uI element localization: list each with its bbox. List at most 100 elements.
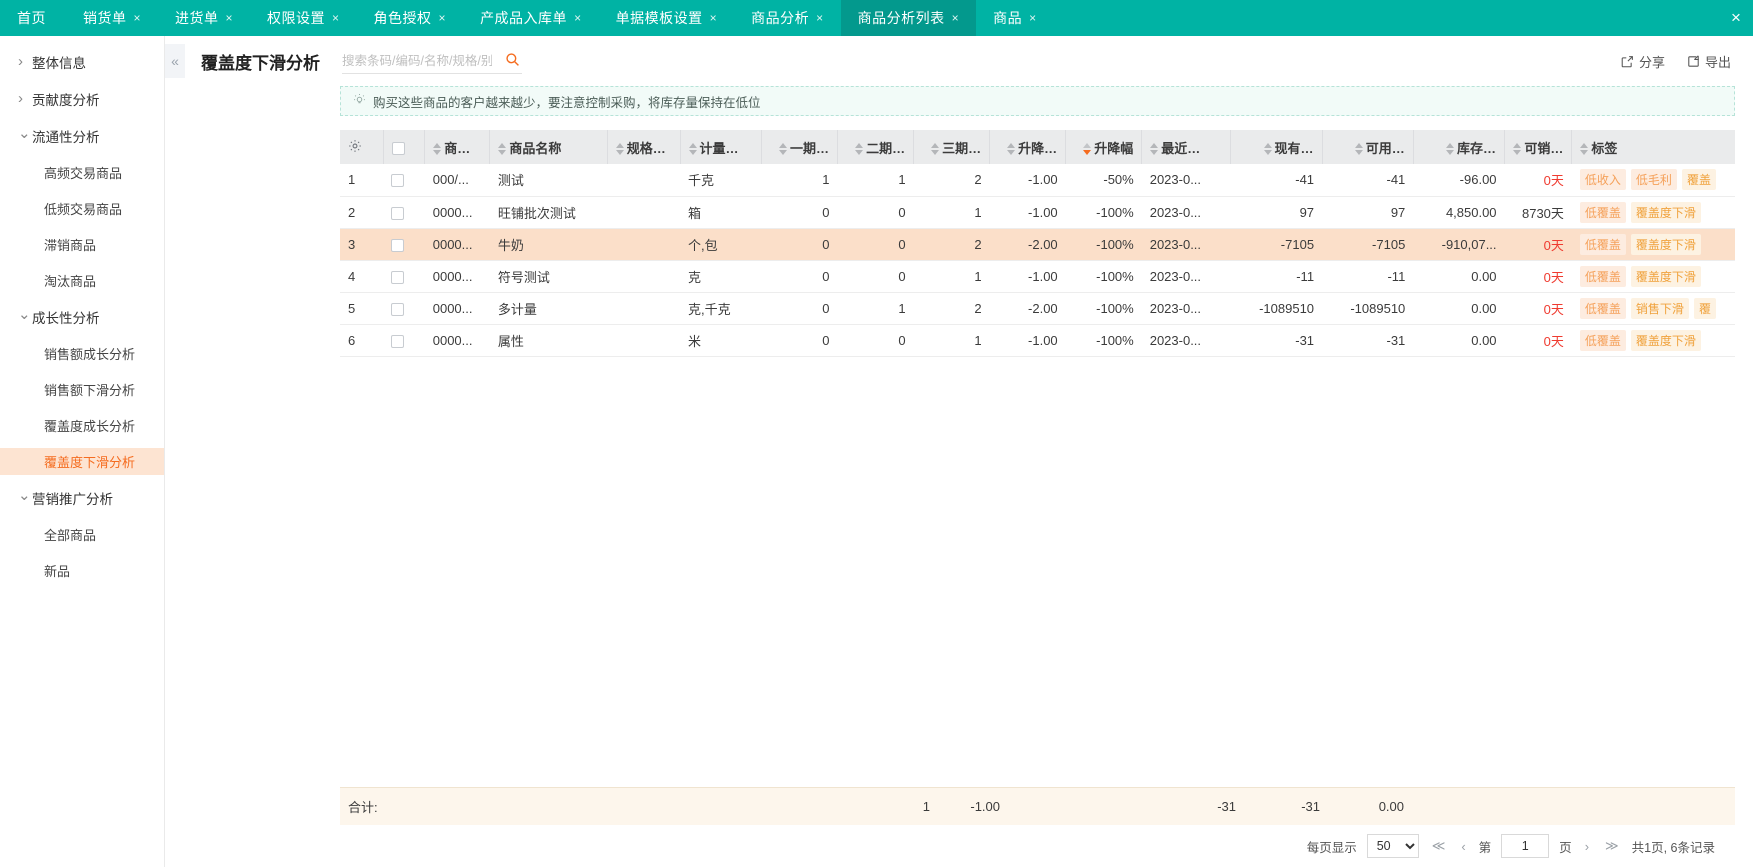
table-row[interactable]: 4 0000... 符号测试 克 0 0 1 -1.00 -100% 2023-0... -11 -1… xyxy=(340,260,1735,293)
tab-close-icon[interactable]: × xyxy=(574,11,582,25)
row-checkbox[interactable] xyxy=(391,174,405,188)
tab-close-icon[interactable]: × xyxy=(1029,11,1037,25)
sort-indicator-icon[interactable] xyxy=(1007,143,1016,156)
sidebar-item[interactable]: 销售额成长分析 xyxy=(0,340,164,367)
tab-close-icon[interactable]: × xyxy=(816,11,824,25)
tab-close-icon[interactable]: × xyxy=(951,11,960,25)
row-checkbox[interactable] xyxy=(391,206,405,220)
column-header-usable[interactable]: 可用… xyxy=(1322,130,1414,164)
sort-indicator-icon[interactable] xyxy=(688,143,697,156)
gear-icon[interactable] xyxy=(348,139,362,156)
sort-indicator-icon[interactable] xyxy=(1150,143,1159,156)
select-all-checkbox[interactable] xyxy=(391,141,405,155)
tag-list: 低收入 低毛利 覆盖 xyxy=(1579,169,1727,191)
page-number-input[interactable] xyxy=(1501,834,1550,858)
row-checkbox[interactable] xyxy=(391,302,405,316)
table-row[interactable]: 5 0000... 多计量 克,千克 0 1 2 -2.00 -100% 2023-0... -10… xyxy=(340,292,1735,325)
close-all-tabs-icon[interactable]: × xyxy=(1731,8,1741,27)
column-header-p3[interactable]: 三期… xyxy=(913,130,991,164)
column-header-p2[interactable]: 二期… xyxy=(837,130,915,164)
sidebar-item[interactable]: 淘汰商品 xyxy=(0,267,164,294)
tab-item[interactable]: 进货单 × xyxy=(158,0,250,36)
column-header-onhand[interactable]: 现有… xyxy=(1230,130,1323,164)
column-header-sellable[interactable]: 可销… xyxy=(1504,130,1573,164)
tab-item[interactable]: 商品分析列表 × xyxy=(840,0,977,36)
column-header-recent[interactable]: 最近… xyxy=(1141,130,1232,164)
tab-item[interactable]: 商品分析 × xyxy=(734,0,841,36)
tab-close-icon[interactable]: × xyxy=(332,11,340,25)
sidebar-item[interactable]: 全部商品 xyxy=(0,521,164,548)
tab-close-icon[interactable]: × xyxy=(225,11,234,25)
sort-indicator-icon[interactable] xyxy=(855,143,864,156)
row-checkbox[interactable] xyxy=(391,334,405,348)
column-header-stockval[interactable]: 库存… xyxy=(1413,130,1506,164)
column-header-name[interactable]: 商品名称 xyxy=(489,130,608,164)
tab-close-icon[interactable]: × xyxy=(133,11,142,25)
tab-item[interactable]: 权限设置 × xyxy=(250,0,357,36)
cell-value: 0 xyxy=(822,332,830,348)
sidebar-group-0[interactable]: 整体信息 xyxy=(0,48,164,75)
sidebar-collapse-button[interactable]: « xyxy=(165,44,185,78)
column-header-unit[interactable]: 计量… xyxy=(680,130,762,164)
sidebar-item[interactable]: 高频交易商品 xyxy=(0,159,164,186)
sort-indicator-icon[interactable] xyxy=(1446,143,1455,156)
sort-indicator-icon[interactable] xyxy=(433,143,442,156)
export-button[interactable]: 导出 xyxy=(1687,52,1731,71)
search-input[interactable] xyxy=(342,53,492,68)
tab-close-icon[interactable]: × xyxy=(709,11,718,25)
tag-badge: 低覆盖 xyxy=(1579,201,1626,223)
row-checkbox[interactable] xyxy=(391,238,405,252)
first-page-button[interactable]: ≪ xyxy=(1431,838,1446,853)
sidebar-item[interactable]: 覆盖度成长分析 xyxy=(0,412,164,439)
tab-close-icon[interactable]: × xyxy=(438,11,447,25)
prev-page-button[interactable]: ‹ xyxy=(1461,838,1466,854)
table-row[interactable]: 1 000/... 测试 千克 1 1 2 -1.00 -50% 2023-0... -41 -41 -… xyxy=(340,164,1735,197)
sort-indicator-icon[interactable] xyxy=(779,143,788,156)
sort-indicator-icon[interactable] xyxy=(615,143,624,156)
share-button[interactable]: 分享 xyxy=(1621,52,1665,71)
search-box[interactable] xyxy=(342,48,522,74)
last-page-button[interactable]: ≫ xyxy=(1605,838,1619,853)
tab-item[interactable]: 销货单 × xyxy=(66,0,158,36)
table-row[interactable]: 2 0000... 旺铺批次测试 箱 0 0 1 -1.00 -100% 2023-0... 97 9… xyxy=(340,196,1735,229)
sidebar-item[interactable]: 覆盖度下滑分析 xyxy=(0,448,164,475)
tab-item[interactable]: 首页 xyxy=(0,0,66,36)
sort-indicator-icon[interactable] xyxy=(1354,143,1363,156)
sort-indicator-icon[interactable] xyxy=(1083,143,1092,156)
sidebar-item[interactable]: 新品 xyxy=(0,557,164,584)
sidebar-item[interactable]: 低频交易商品 xyxy=(0,195,164,222)
tab-item[interactable]: 商品 × xyxy=(976,0,1054,36)
table-row[interactable]: 6 0000... 属性 米 0 0 1 -1.00 -100% 2023-0... -31 -31 0… xyxy=(340,324,1735,357)
sidebar-group-2[interactable]: 流通性分析 xyxy=(0,122,164,149)
row-checkbox[interactable] xyxy=(391,270,405,284)
table-scroll-region[interactable]: 商… 商品名称 规格… 计量… 一期… 二期… 三期… 升降… 升降幅 最近… 现有… 可用… 库存… 可… xyxy=(340,130,1735,787)
sidebar-item[interactable]: 滞销商品 xyxy=(0,231,164,258)
sidebar-group-1[interactable]: 贡献度分析 xyxy=(0,85,164,112)
sort-indicator-icon[interactable] xyxy=(498,143,507,156)
sort-indicator-icon[interactable] xyxy=(1513,143,1522,156)
search-icon[interactable] xyxy=(505,52,520,70)
sort-indicator-icon[interactable] xyxy=(931,143,940,156)
column-header-spec[interactable]: 规格… xyxy=(607,130,681,164)
tab-item[interactable]: 角色授权 × xyxy=(357,0,464,36)
cell-value: -96.00 xyxy=(1459,172,1497,188)
column-header-rate[interactable]: 升降幅 xyxy=(1065,130,1143,164)
sidebar-group-3[interactable]: 成长性分析 xyxy=(0,303,164,330)
column-header-p1[interactable]: 一期… xyxy=(761,130,839,164)
sidebar-item[interactable]: 销售额下滑分析 xyxy=(0,376,164,403)
page-size-select[interactable]: 102050100 xyxy=(1366,834,1419,858)
sort-indicator-icon[interactable] xyxy=(1263,143,1272,156)
cell-value: 8730天 xyxy=(1521,205,1564,221)
column-header-code[interactable]: 商… xyxy=(424,130,491,164)
column-header-tags[interactable]: 标签 xyxy=(1571,130,1735,164)
sidebar-group-4[interactable]: 营销推广分析 xyxy=(0,484,164,511)
sort-indicator-icon[interactable] xyxy=(1580,143,1589,156)
column-header-delta[interactable]: 升降… xyxy=(989,130,1067,164)
summary-value: 合计: xyxy=(348,800,378,815)
sidebar-item-label: 销售额下滑分析 xyxy=(44,383,136,398)
tab-item[interactable]: 单据模板设置 × xyxy=(599,0,735,36)
tab-item[interactable]: 产成品入库单 × xyxy=(463,0,599,36)
next-page-button[interactable]: › xyxy=(1584,838,1590,854)
table-row[interactable]: 3 0000... 牛奶 个,包 0 0 2 -2.00 -100% 2023-0... -7105… xyxy=(340,228,1735,261)
chevron-right-icon xyxy=(18,53,32,70)
